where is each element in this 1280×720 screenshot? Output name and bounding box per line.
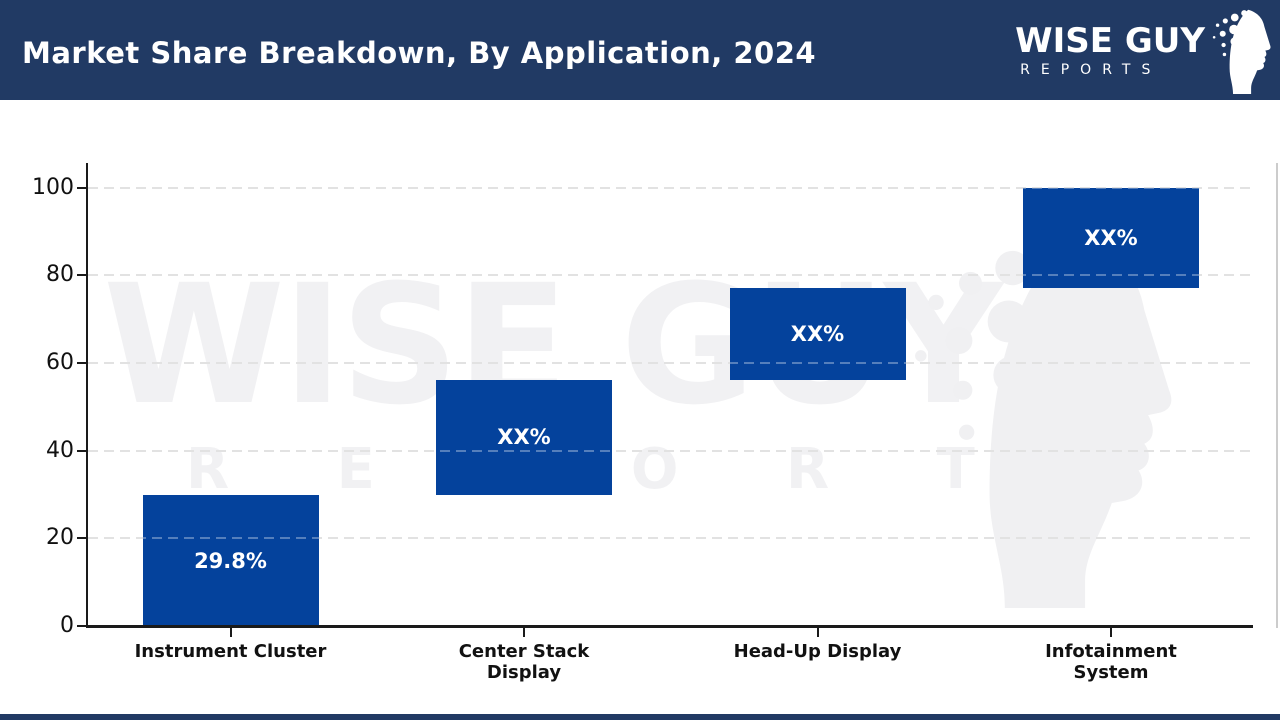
bar-segment-center-stack-display (436, 379, 612, 496)
y-tick-60 (77, 362, 87, 364)
logo-head-icon (1212, 9, 1271, 94)
x-category-label-head-up-display: Head-Up Display (733, 641, 902, 662)
gridline-overlay-20 (88, 537, 1253, 539)
y-tick-label-80: 80 (46, 262, 74, 287)
gridline-20 (88, 537, 1253, 539)
gridline-overlay-60 (88, 362, 1253, 364)
x-tick-center-stack-display (523, 628, 525, 637)
bar-segment-instrument-cluster (142, 495, 319, 626)
x-tick-instrument-cluster (229, 628, 232, 637)
gridline-80 (88, 274, 1253, 276)
header-bar: Market Share Breakdown, By Application, … (0, 0, 1280, 100)
bar-value-label-infotainment-system: XX% (1084, 226, 1138, 251)
footer-bar (0, 714, 1280, 720)
gridline-overlay-80 (88, 274, 1253, 276)
logo-text: WISE GUY REPORTS (1015, 21, 1205, 78)
bar-value-label-center-stack-display: XX% (497, 425, 551, 450)
right-spine-line (1276, 163, 1278, 628)
y-axis-line (86, 163, 88, 628)
y-tick-label-20: 20 (46, 525, 74, 550)
x-axis-line (86, 625, 1253, 628)
gridline-40 (88, 450, 1253, 452)
x-category-label-instrument-cluster: Instrument Cluster (134, 641, 327, 662)
gridline-60 (88, 362, 1253, 364)
logo-reports-label: REPORTS (1020, 61, 1162, 78)
x-tick-head-up-display (816, 628, 819, 637)
y-tick-label-100: 100 (32, 175, 74, 200)
y-tick-0 (77, 625, 87, 627)
x-category-label-center-stack-display: Center Stack Display (458, 641, 590, 683)
y-tick-label-60: 60 (46, 350, 74, 375)
page-title: Market Share Breakdown, By Application, … (22, 36, 817, 70)
gridline-100 (88, 187, 1253, 189)
bar-value-label-head-up-display: XX% (790, 322, 845, 347)
gridline-overlay-40 (88, 450, 1253, 452)
wise-guy-reports-logo: WISE GUY REPORTS (1015, 6, 1272, 96)
x-category-label-infotainment-system: Infotainment System (1045, 641, 1177, 683)
bar-value-label-instrument-cluster: 29.8% (194, 548, 267, 573)
bar-segment-head-up-display (729, 288, 906, 380)
y-tick-80 (77, 274, 87, 276)
bar-segment-infotainment-system (1023, 187, 1199, 289)
logo-wiseguy-label: WISE GUY (1015, 21, 1205, 62)
y-tick-100 (77, 187, 87, 189)
y-tick-20 (77, 537, 87, 539)
y-tick-label-40: 40 (46, 438, 74, 463)
gridline-overlay-100 (88, 187, 1253, 189)
y-tick-label-0: 0 (60, 613, 74, 638)
x-tick-infotainment-system (1110, 628, 1112, 637)
y-tick-40 (77, 450, 87, 452)
